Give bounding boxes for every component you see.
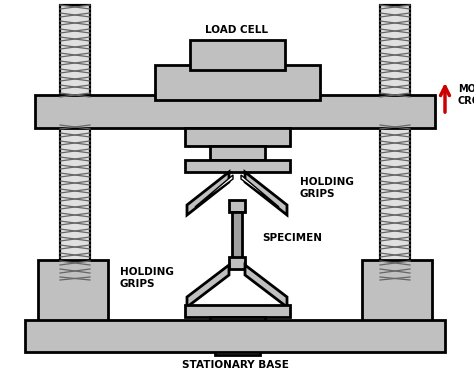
Bar <box>60 5 90 100</box>
Bar <box>380 125 410 280</box>
Bar <box>190 40 285 70</box>
Polygon shape <box>187 265 229 307</box>
Bar <box>232 212 242 262</box>
Bar <box>25 320 445 352</box>
Text: HOLDING
GRIPS: HOLDING GRIPS <box>120 267 174 289</box>
Bar <box>60 125 90 280</box>
Bar <box>362 260 432 335</box>
Bar <box>220 329 255 341</box>
Text: LOAD CELL: LOAD CELL <box>206 25 268 35</box>
Bar <box>215 341 260 355</box>
Text: MOVING
CROSSHEAD: MOVING CROSSHEAD <box>458 84 474 106</box>
Bar <box>185 305 290 317</box>
Bar <box>229 200 245 212</box>
Polygon shape <box>245 172 287 215</box>
Bar <box>210 317 265 329</box>
Polygon shape <box>241 175 279 207</box>
Bar <box>185 128 290 146</box>
Polygon shape <box>187 172 229 215</box>
Bar <box>60 5 90 100</box>
Bar <box>155 65 320 100</box>
Text: SPECIMEN: SPECIMEN <box>262 233 322 243</box>
Bar <box>380 5 410 100</box>
Bar <box>185 160 290 172</box>
Text: HOLDING
GRIPS: HOLDING GRIPS <box>300 177 354 199</box>
Bar <box>210 146 265 160</box>
Bar <box>35 95 435 128</box>
Bar <box>38 260 108 335</box>
Polygon shape <box>195 175 233 207</box>
Bar <box>60 125 90 280</box>
Bar <box>229 257 245 269</box>
Polygon shape <box>245 265 287 307</box>
Bar <box>380 125 410 280</box>
Bar <box>380 5 410 100</box>
Text: STATIONARY BASE: STATIONARY BASE <box>182 360 289 370</box>
